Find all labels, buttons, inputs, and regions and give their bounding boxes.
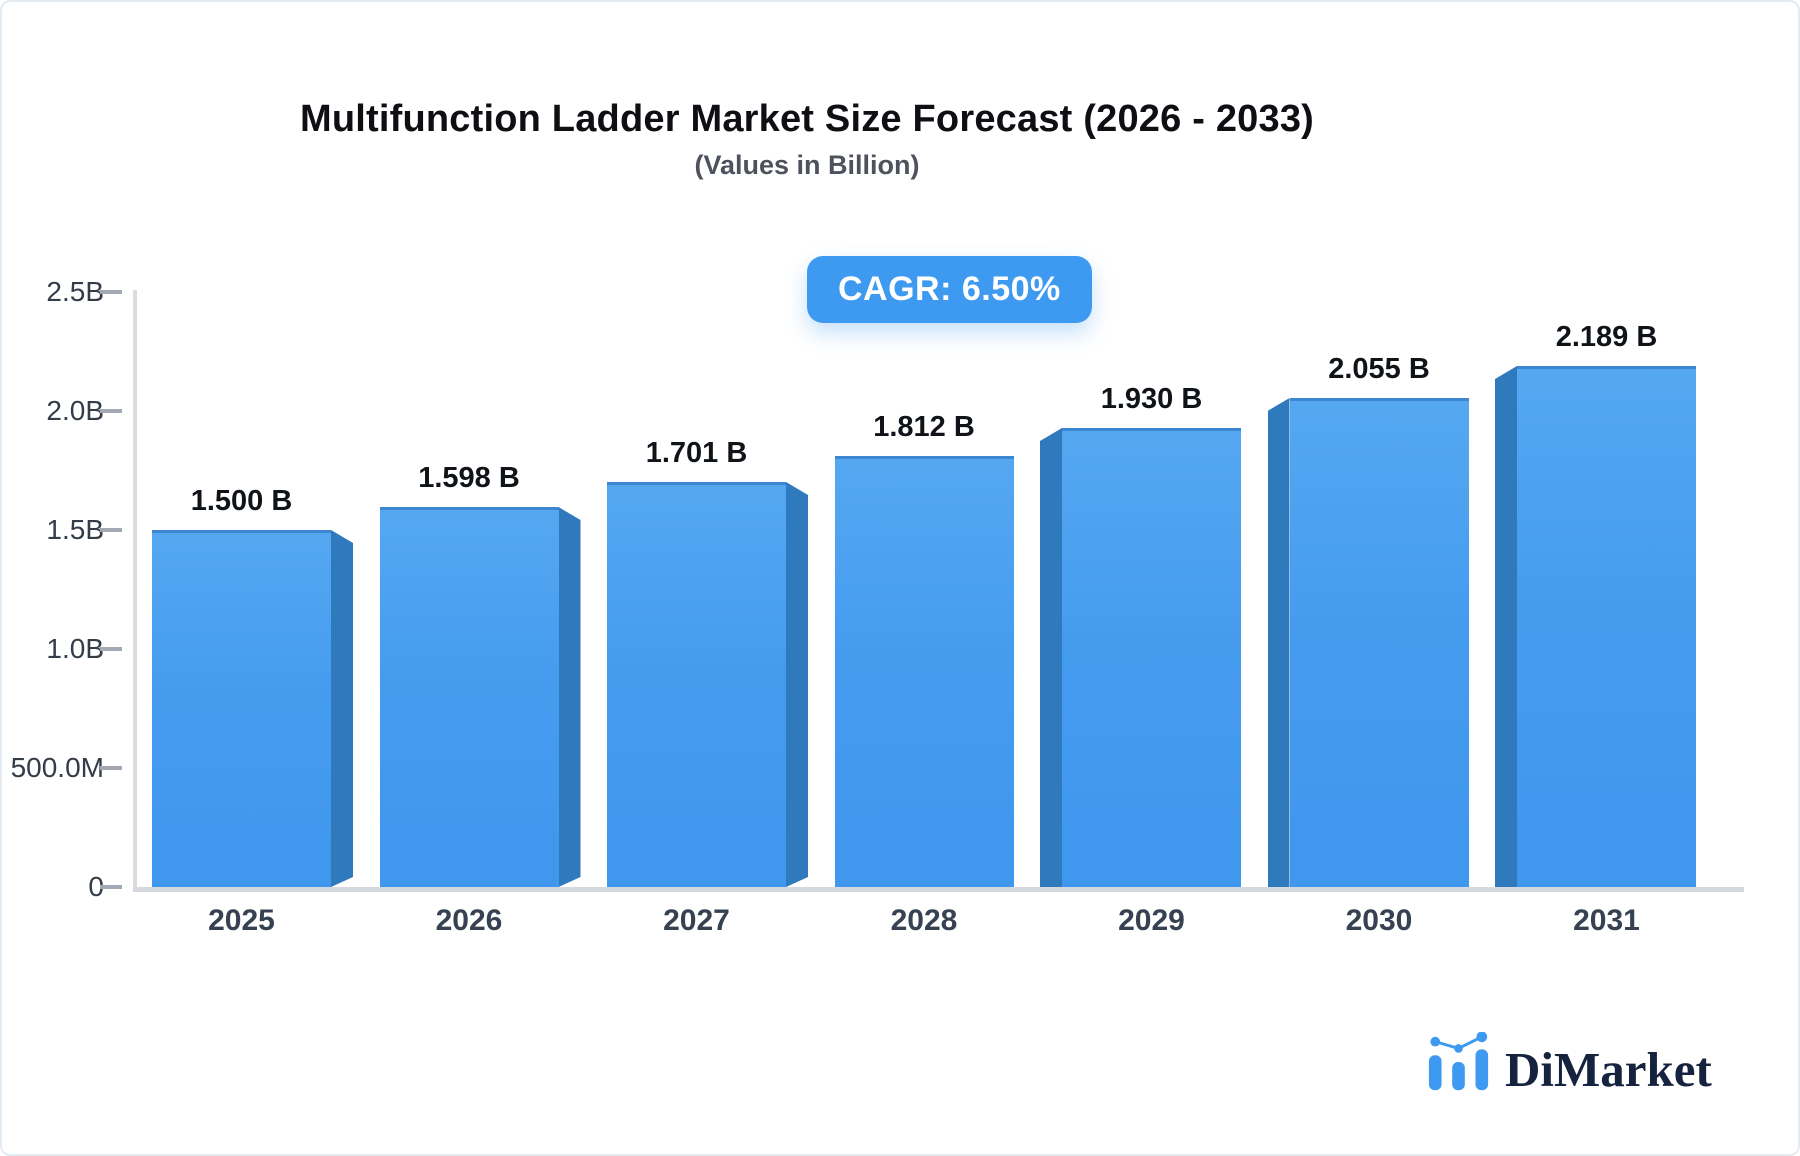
bar-value-label: 2.189 B — [1555, 321, 1658, 353]
x-category-label: 2025 — [208, 904, 275, 937]
bar-bevel-2031 — [1495, 366, 1517, 887]
bar-value-label: 1.598 B — [418, 462, 520, 494]
x-category-label: 2028 — [890, 904, 958, 937]
bar-bevel-2026 — [558, 507, 581, 887]
bar-bevel-2027 — [786, 482, 808, 887]
bar-chart-logo-icon — [1428, 1032, 1489, 1091]
x-category-label: 2029 — [1118, 904, 1185, 937]
y-tick-mark — [100, 528, 122, 532]
y-tick-label: 0 — [88, 871, 104, 902]
bar-2027 — [607, 482, 786, 887]
x-axis-line — [133, 887, 1744, 892]
brand-name: DiMarket — [1505, 1042, 1712, 1098]
y-tick-mark — [100, 290, 122, 294]
bar-2028 — [834, 456, 1014, 887]
y-tick-label: 2.5B — [46, 276, 104, 307]
y-axis-line — [133, 290, 137, 890]
y-tick-mark — [100, 766, 122, 770]
y-tick-label: 1.5B — [46, 514, 104, 545]
bar-value-label: 1.500 B — [190, 485, 293, 517]
x-category-label: 2030 — [1345, 904, 1413, 937]
x-category-label: 2026 — [435, 904, 503, 937]
bar-value-label: 1.701 B — [645, 437, 748, 469]
y-tick-mark — [100, 647, 122, 651]
brand-logo[interactable]: DiMarket — [1426, 1032, 1712, 1094]
bar-2031 — [1517, 366, 1696, 887]
bar-2029 — [1062, 428, 1241, 887]
y-tick-label: 500.0M — [10, 752, 104, 783]
bar-bevel-2030 — [1267, 398, 1290, 887]
bar-value-label: 1.930 B — [1100, 383, 1203, 415]
bar-value-label: 1.812 B — [873, 411, 975, 443]
cagr-badge: CAGR: 6.50% — [807, 256, 1092, 323]
bar-2025 — [152, 530, 331, 887]
chart-subtitle: (Values in Billion) — [694, 150, 920, 180]
bar-value-label: 2.055 B — [1328, 353, 1430, 385]
chart-title: Multifunction Ladder Market Size Forecas… — [299, 98, 1315, 140]
bar-bevel-2029 — [1040, 428, 1062, 887]
bar-2026 — [379, 507, 559, 887]
x-category-label: 2031 — [1573, 904, 1640, 937]
bar-2030 — [1289, 398, 1469, 887]
y-tick-mark — [100, 885, 122, 889]
y-tick-label: 1.0B — [46, 633, 104, 664]
x-category-label: 2027 — [663, 904, 730, 937]
y-tick-label: 2.0B — [46, 395, 104, 426]
y-tick-mark — [100, 409, 122, 413]
bar-bevel-2025 — [331, 530, 353, 887]
